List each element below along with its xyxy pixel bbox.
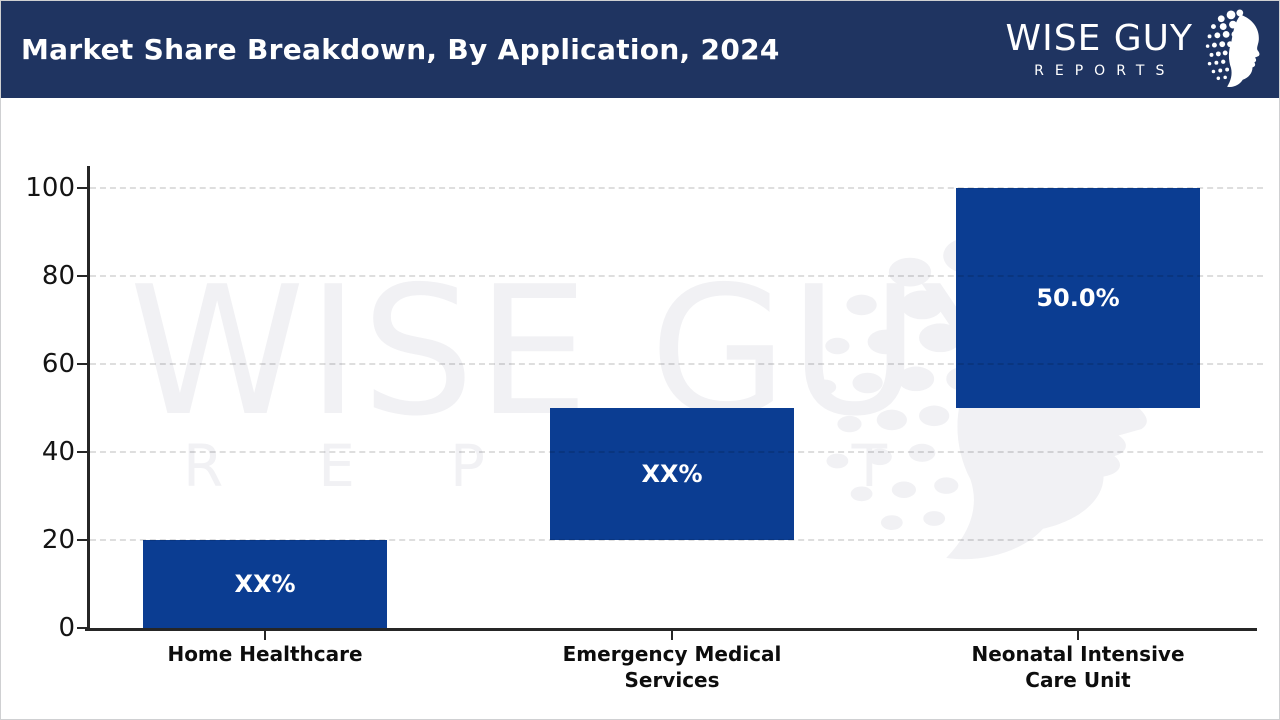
grid-line (90, 451, 1263, 453)
bar-value-label: 50.0% (1036, 284, 1120, 312)
y-tick-label: 60 (41, 349, 75, 379)
y-tick (77, 539, 87, 541)
x-axis (85, 628, 1257, 631)
grid-line (90, 363, 1263, 365)
y-tick (77, 363, 87, 365)
grid-line (90, 539, 1263, 541)
y-tick-label: 80 (41, 261, 75, 291)
logo-subtext: REPORTS (1034, 63, 1176, 79)
logo-head-icon (1205, 8, 1260, 87)
x-tick (264, 631, 266, 640)
bar-value-label: XX% (234, 570, 296, 598)
y-axis (87, 166, 90, 631)
y-tick (77, 627, 87, 629)
grid-line (90, 275, 1263, 277)
category-label: Home Healthcare (167, 642, 363, 666)
grid-line (90, 187, 1263, 189)
category-label: Emergency Medical Services (562, 642, 782, 692)
logo-wordmark: WISE GUY (1005, 18, 1193, 59)
category-label: Neonatal Intensive Care Unit (971, 642, 1185, 692)
y-tick (77, 451, 87, 453)
x-tick (1077, 631, 1079, 640)
y-tick-label: 20 (41, 525, 75, 555)
y-tick (77, 275, 87, 277)
page-title: Market Share Breakdown, By Application, … (21, 33, 780, 66)
bar: 50.0% (956, 188, 1200, 408)
bar: XX% (550, 408, 794, 540)
y-tick-label: 100 (25, 173, 75, 203)
brand-logo: WISE GUY REPORTS (1005, 8, 1264, 91)
brand-logo-text: WISE GUY REPORTS (1005, 18, 1194, 79)
y-tick (77, 187, 87, 189)
y-tick-label: 40 (41, 437, 75, 467)
x-tick (671, 631, 673, 640)
bar-value-label: XX% (641, 460, 703, 488)
bar: XX% (143, 540, 387, 628)
header: Market Share Breakdown, By Application, … (1, 1, 1279, 98)
y-tick-label: 0 (58, 613, 75, 643)
